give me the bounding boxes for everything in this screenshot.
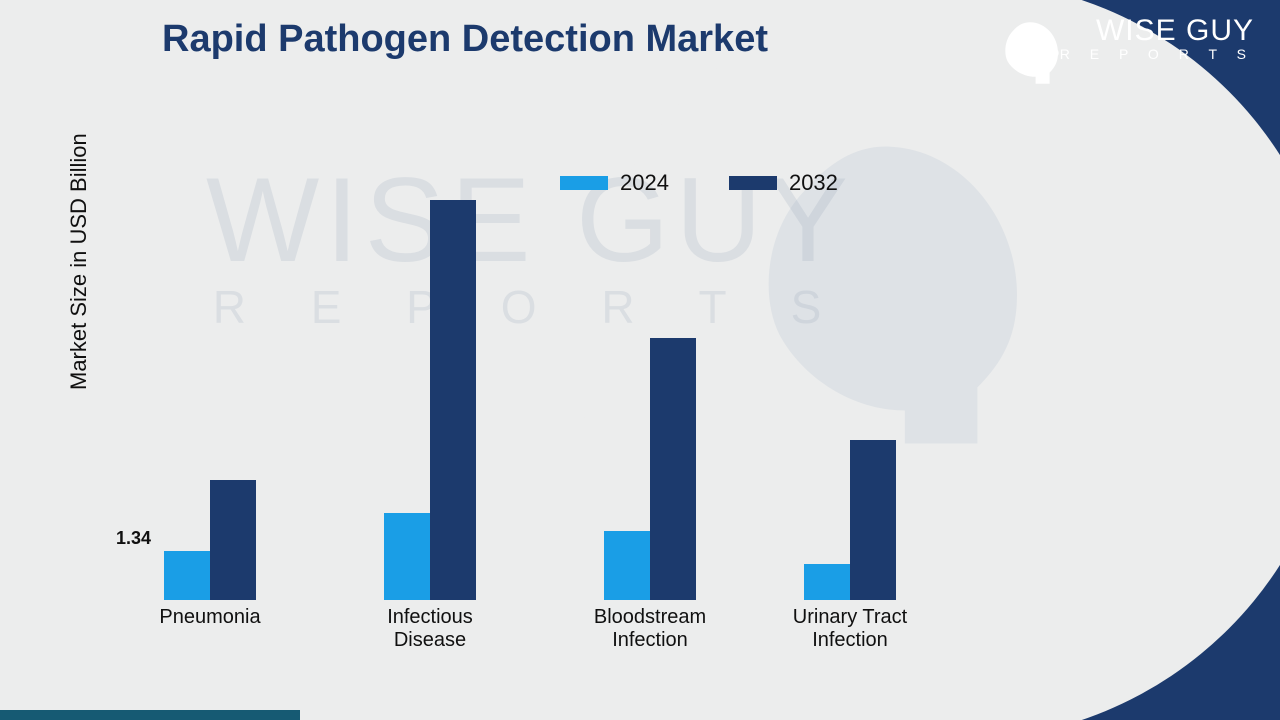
legend-label-2032: 2032 bbox=[789, 170, 838, 196]
bar-group: Pneumonia bbox=[164, 480, 256, 600]
bar-2024 bbox=[804, 564, 850, 600]
bar-value-label: 1.34 bbox=[116, 528, 151, 549]
bar-group: Bloodstream Infection bbox=[604, 338, 696, 600]
x-tick-label: Urinary Tract Infection bbox=[780, 600, 920, 652]
bar-2032 bbox=[430, 200, 476, 600]
bar-2032 bbox=[650, 338, 696, 600]
chart-title: Rapid Pathogen Detection Market bbox=[50, 18, 880, 61]
bottom-strip bbox=[0, 710, 300, 720]
x-tick-label: Infectious Disease bbox=[360, 600, 500, 652]
y-axis-label: Market Size in USD Billion bbox=[66, 133, 92, 390]
brand-line2: R E P O R T S bbox=[1060, 46, 1254, 62]
legend: 2024 2032 bbox=[560, 170, 838, 196]
legend-item-2032: 2032 bbox=[729, 170, 838, 196]
brand-line1: WISE GUY bbox=[1060, 14, 1254, 48]
bar-2032 bbox=[850, 440, 896, 600]
bar-2024 bbox=[384, 513, 430, 600]
bar-group: Infectious Disease bbox=[384, 200, 476, 600]
brand-head-icon bbox=[995, 18, 1065, 88]
x-tick-label: Pneumonia bbox=[140, 600, 280, 629]
bar-2024 bbox=[604, 531, 650, 600]
bar-group: Urinary Tract Infection bbox=[804, 440, 896, 600]
legend-swatch-2032 bbox=[729, 176, 777, 190]
bar-2024 bbox=[164, 551, 210, 600]
legend-item-2024: 2024 bbox=[560, 170, 669, 196]
legend-label-2024: 2024 bbox=[620, 170, 669, 196]
stage: WISE GUY R E P O R T S Rapid Pathogen De… bbox=[0, 0, 1280, 720]
legend-swatch-2024 bbox=[560, 176, 608, 190]
bar-2032 bbox=[210, 480, 256, 600]
x-tick-label: Bloodstream Infection bbox=[570, 600, 730, 652]
plot-area: Pneumonia 1.34 Infectious Disease Bloodstre… bbox=[100, 200, 920, 600]
brand-logo: WISE GUY R E P O R T S bbox=[1060, 14, 1254, 62]
